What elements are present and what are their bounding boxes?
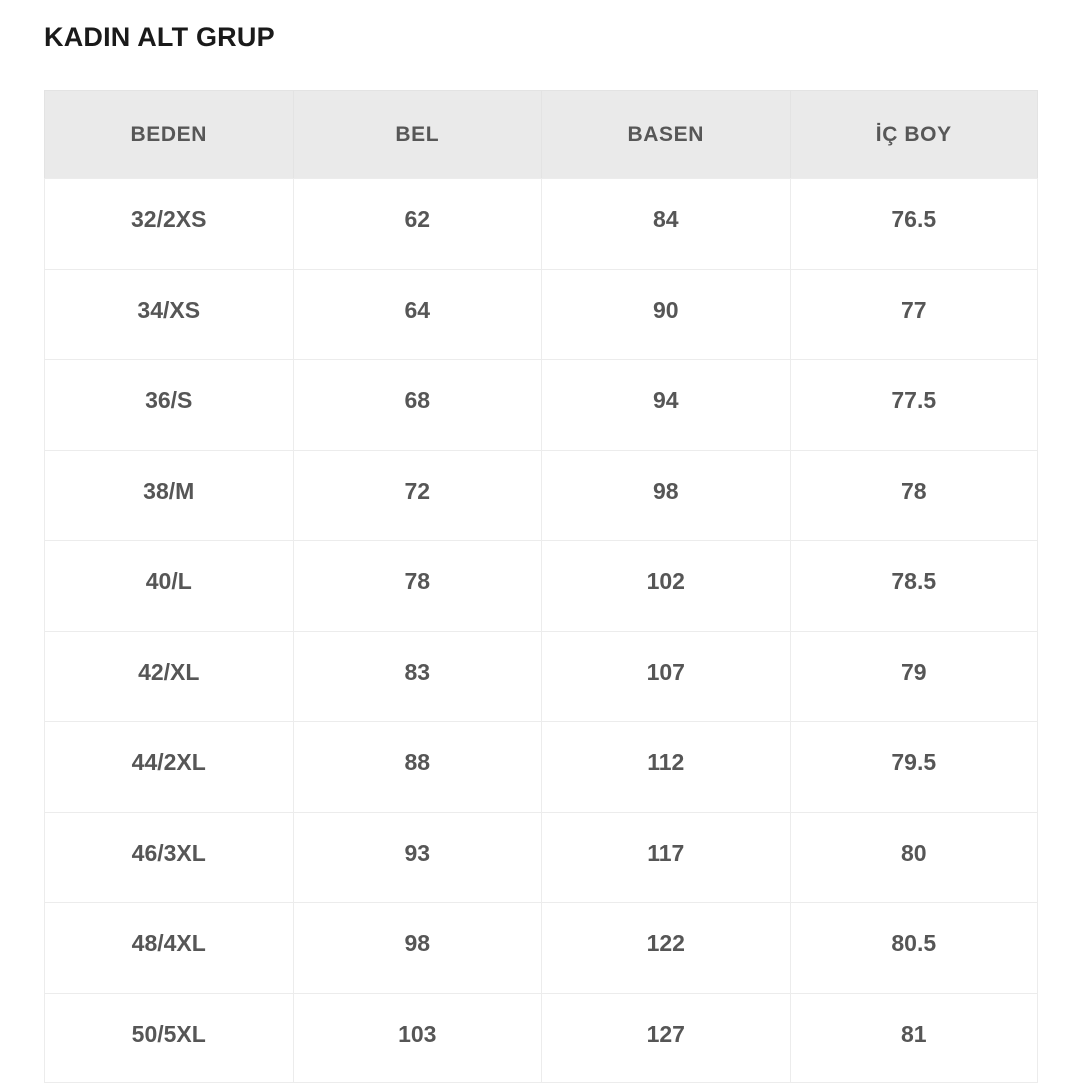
column-header-beden: BEDEN — [44, 90, 293, 178]
cell-ic-boy: 81 — [789, 992, 1038, 1083]
cell-basen: 112 — [541, 721, 790, 812]
cell-ic-boy: 77 — [789, 268, 1038, 359]
cell-bel: 83 — [292, 630, 541, 721]
cell-ic-boy: 80 — [789, 811, 1038, 902]
table-row: 46/3XL 93 117 80 — [44, 811, 1038, 902]
size-chart-table: BEDEN BEL BASEN İÇ BOY 32/2XS 62 84 76.5… — [44, 90, 1038, 1083]
column-header-basen: BASEN — [541, 90, 790, 178]
table-row: 34/XS 64 90 77 — [44, 268, 1038, 359]
cell-bel: 72 — [292, 449, 541, 540]
cell-basen: 84 — [541, 178, 790, 269]
cell-basen: 122 — [541, 902, 790, 993]
cell-beden: 44/2XL — [44, 721, 293, 812]
cell-basen: 127 — [541, 992, 790, 1083]
cell-beden: 50/5XL — [44, 992, 293, 1083]
cell-ic-boy: 79.5 — [789, 721, 1038, 812]
table-header: BEDEN BEL BASEN İÇ BOY — [44, 90, 1038, 178]
cell-ic-boy: 76.5 — [789, 178, 1038, 269]
table-body: 32/2XS 62 84 76.5 34/XS 64 90 77 36/S 68… — [44, 178, 1038, 1083]
cell-beden: 36/S — [44, 359, 293, 450]
cell-bel: 78 — [292, 540, 541, 631]
table-row: 38/M 72 98 78 — [44, 449, 1038, 540]
cell-beden: 48/4XL — [44, 902, 293, 993]
size-table-container: BEDEN BEL BASEN İÇ BOY 32/2XS 62 84 76.5… — [44, 90, 1038, 1083]
table-row: 36/S 68 94 77.5 — [44, 359, 1038, 450]
cell-beden: 40/L — [44, 540, 293, 631]
table-row: 50/5XL 103 127 81 — [44, 992, 1038, 1083]
cell-basen: 107 — [541, 630, 790, 721]
cell-ic-boy: 78 — [789, 449, 1038, 540]
cell-ic-boy: 78.5 — [789, 540, 1038, 631]
page-title: KADIN ALT GRUP — [44, 22, 275, 52]
column-header-ic-boy: İÇ BOY — [789, 90, 1038, 178]
cell-ic-boy: 80.5 — [789, 902, 1038, 993]
cell-basen: 94 — [541, 359, 790, 450]
cell-beden: 32/2XS — [44, 178, 293, 269]
cell-bel: 62 — [292, 178, 541, 269]
cell-basen: 117 — [541, 811, 790, 902]
table-row: 48/4XL 98 122 80.5 — [44, 902, 1038, 993]
cell-beden: 38/M — [44, 449, 293, 540]
cell-basen: 98 — [541, 449, 790, 540]
cell-basen: 90 — [541, 268, 790, 359]
cell-beden: 42/XL — [44, 630, 293, 721]
column-header-bel: BEL — [292, 90, 541, 178]
cell-ic-boy: 79 — [789, 630, 1038, 721]
cell-bel: 88 — [292, 721, 541, 812]
table-row: 42/XL 83 107 79 — [44, 630, 1038, 721]
cell-beden: 46/3XL — [44, 811, 293, 902]
cell-bel: 103 — [292, 992, 541, 1083]
table-header-row: BEDEN BEL BASEN İÇ BOY — [44, 90, 1038, 178]
table-row: 44/2XL 88 112 79.5 — [44, 721, 1038, 812]
cell-basen: 102 — [541, 540, 790, 631]
cell-bel: 64 — [292, 268, 541, 359]
cell-bel: 68 — [292, 359, 541, 450]
cell-beden: 34/XS — [44, 268, 293, 359]
cell-bel: 98 — [292, 902, 541, 993]
table-row: 40/L 78 102 78.5 — [44, 540, 1038, 631]
table-row: 32/2XS 62 84 76.5 — [44, 178, 1038, 269]
cell-ic-boy: 77.5 — [789, 359, 1038, 450]
cell-bel: 93 — [292, 811, 541, 902]
